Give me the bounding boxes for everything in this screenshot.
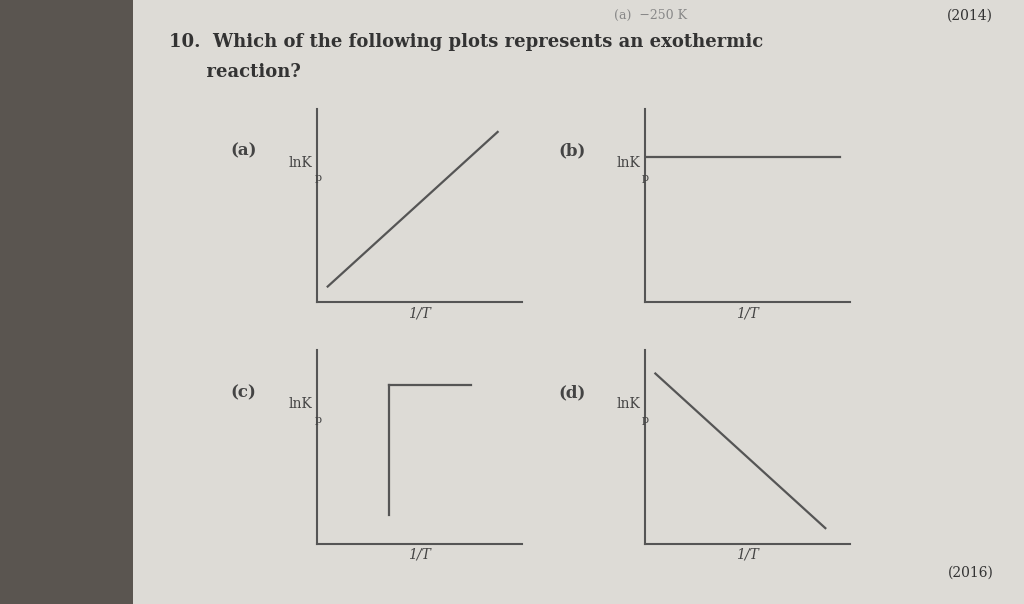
Text: 10.  Which of the following plots represents an exothermic: 10. Which of the following plots represe… — [169, 33, 763, 51]
Text: (b): (b) — [558, 143, 586, 159]
Text: (2016): (2016) — [947, 566, 993, 580]
Text: (c): (c) — [230, 384, 256, 401]
Text: p: p — [314, 414, 322, 425]
Text: (a)  −250 K: (a) −250 K — [614, 9, 687, 22]
Text: reaction?: reaction? — [169, 63, 301, 82]
Text: lnK: lnK — [289, 156, 312, 170]
Text: p: p — [642, 173, 649, 183]
X-axis label: 1/T: 1/T — [736, 306, 759, 320]
Text: p: p — [314, 173, 322, 183]
Text: lnK: lnK — [289, 397, 312, 411]
X-axis label: 1/T: 1/T — [736, 548, 759, 562]
X-axis label: 1/T: 1/T — [409, 548, 431, 562]
Text: (a): (a) — [230, 143, 257, 159]
Text: lnK: lnK — [616, 156, 640, 170]
Text: lnK: lnK — [616, 397, 640, 411]
Text: (d): (d) — [558, 384, 586, 401]
Text: p: p — [642, 414, 649, 425]
X-axis label: 1/T: 1/T — [409, 306, 431, 320]
Text: (2014): (2014) — [947, 9, 993, 23]
